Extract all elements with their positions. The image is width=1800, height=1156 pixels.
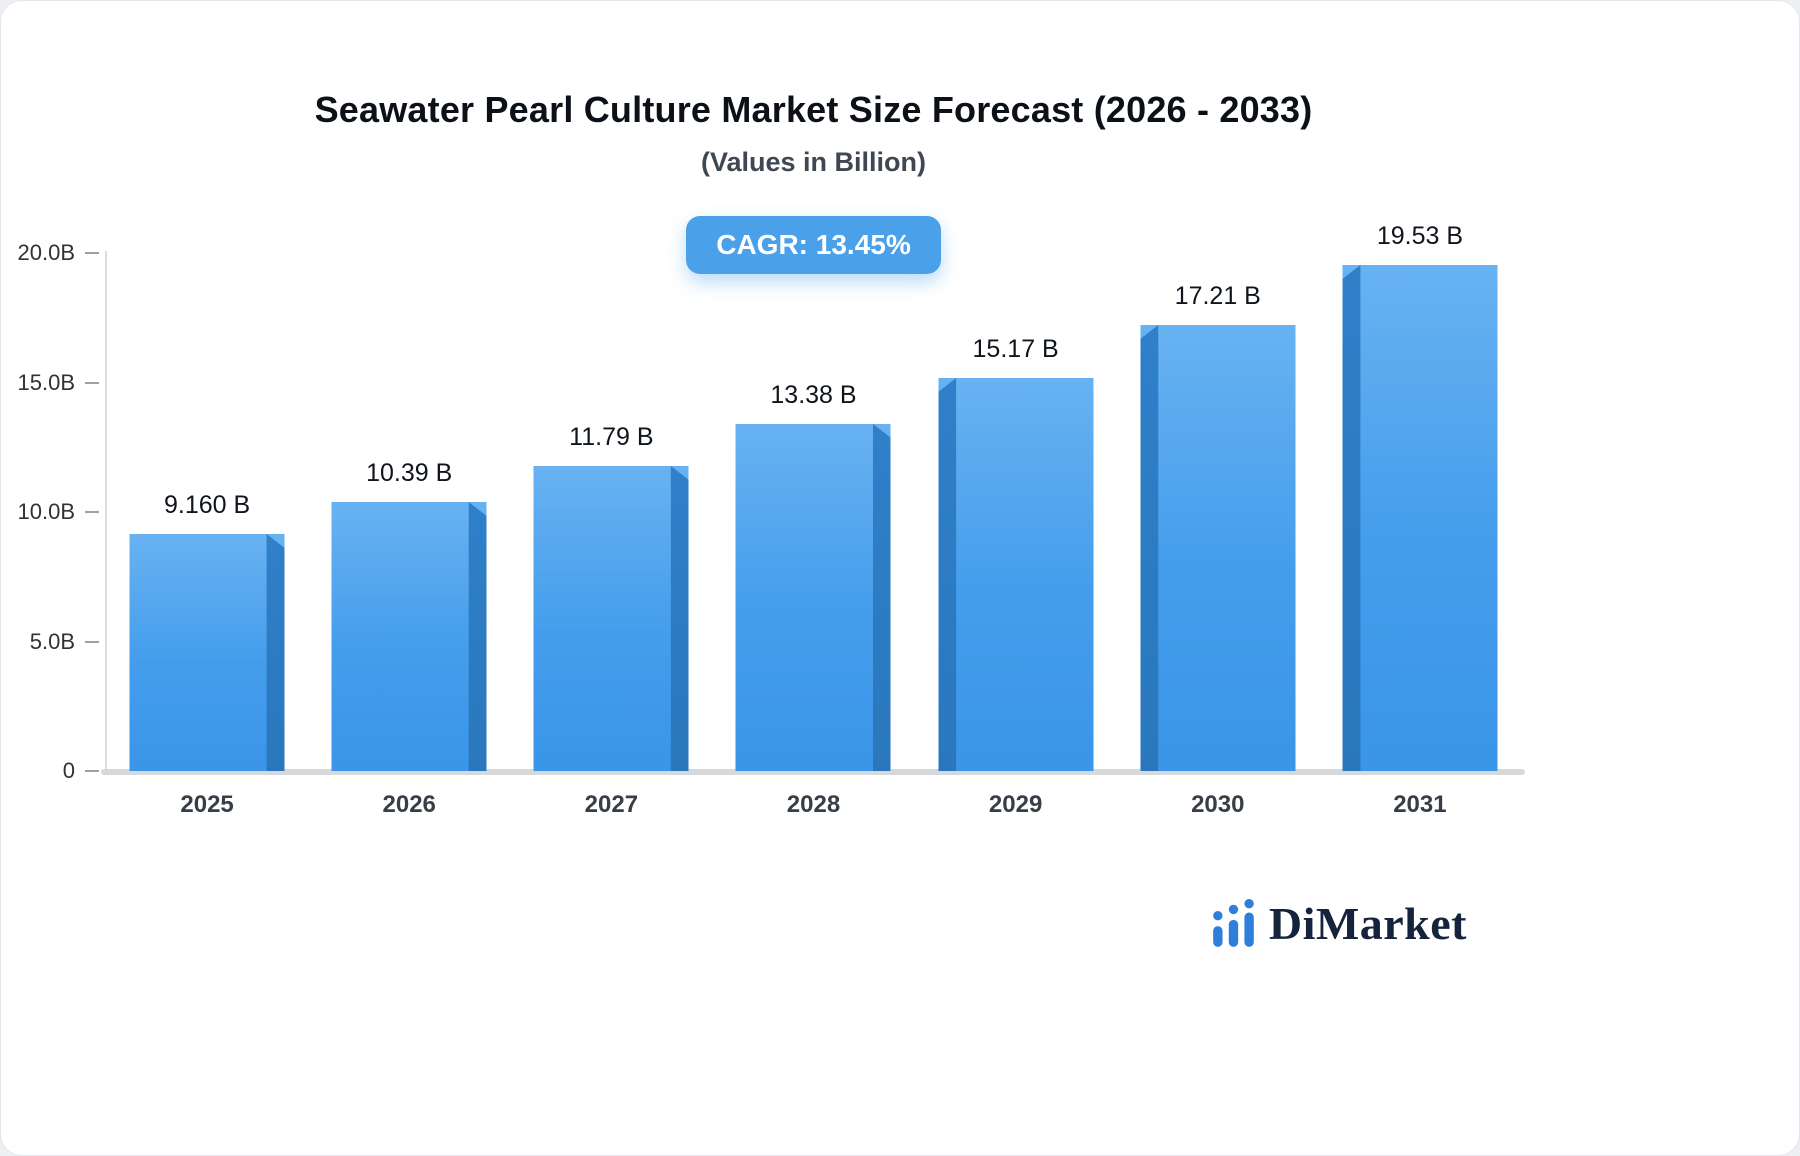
bar-side-shade (1342, 265, 1361, 771)
chart-subtitle: (Values in Billion) (700, 147, 927, 177)
x-axis-label: 2027 (584, 791, 639, 818)
bar-group: 15.17 B 2029 (915, 253, 1117, 818)
x-axis-label: 2030 (1191, 791, 1245, 818)
y-tick-mark (85, 381, 99, 384)
bar-face (735, 424, 891, 771)
bar-value-label: 10.39 B (366, 459, 453, 487)
brand-logo-text: DiMarket (1268, 898, 1467, 949)
chart-header: Seawater Pearl Culture Market Size Forec… (1, 1, 1626, 274)
bar-value-label: 17.21 B (1174, 282, 1261, 310)
x-axis-label: 2031 (1393, 791, 1447, 818)
cagr-badge: CAGR: 13.45% (686, 216, 941, 274)
bar-side-shade (266, 534, 285, 771)
y-tick-label: 20.0B (17, 240, 76, 265)
bar-value-label: 11.79 B (569, 423, 654, 451)
bar (938, 378, 1094, 771)
chart-title: Seawater Pearl Culture Market Size Forec… (314, 89, 1313, 130)
y-tick-mark (85, 640, 99, 643)
bar (129, 534, 285, 771)
bar-chart-icon (1213, 898, 1254, 947)
x-axis-label: 2025 (180, 791, 234, 818)
plot-area: 9.160 B 2025 10.39 B 2026 11.79 B 2027 13.38 B… (106, 222, 1521, 818)
bar-value-label: 19.53 B (1376, 222, 1463, 250)
bar (735, 424, 891, 771)
bar-group: 11.79 B 2027 (510, 253, 712, 818)
bar-value-label: 13.38 B (770, 381, 857, 409)
bar-face (533, 466, 689, 771)
y-tick-mark (85, 770, 99, 772)
bar-value-label: 15.17 B (972, 335, 1059, 363)
x-axis-label: 2028 (786, 791, 841, 818)
bar-group: 10.39 B 2026 (308, 253, 510, 818)
bar-group: 13.38 B 2028 (712, 253, 914, 818)
bar-side-shade (938, 378, 957, 771)
x-axis-label: 2029 (988, 791, 1043, 818)
y-tick-label: 10.0B (17, 499, 76, 524)
y-axis-line (105, 251, 107, 773)
bar-face (938, 378, 1094, 771)
bar-face (1342, 265, 1498, 771)
bar (331, 502, 487, 771)
bar-value-label: 9.160 B (163, 491, 251, 519)
x-axis-line (101, 769, 1525, 775)
x-axis-label: 2026 (382, 791, 436, 818)
y-axis: 20.0B 15.0B 10.0B 5.0B 0 (1, 240, 105, 783)
y-tick-mark (85, 252, 99, 254)
bar-face (1140, 325, 1296, 771)
bar (533, 466, 689, 771)
bar-group: 9.160 B 2025 (106, 253, 308, 818)
bar (1342, 265, 1498, 771)
brand-logo: DiMarket (1212, 897, 1467, 950)
bar-side-shade (1140, 325, 1159, 771)
bar-face (129, 534, 285, 771)
bar-side-shade (872, 424, 891, 771)
y-tick-label: 0 (62, 758, 75, 783)
bar-group: 19.53 B 2031 (1319, 222, 1521, 818)
y-tick-label: 5.0B (29, 628, 75, 654)
bar-side-shade (468, 502, 487, 771)
y-tick-mark (85, 511, 99, 513)
bar (1140, 325, 1296, 771)
bar-face (331, 502, 487, 771)
bar-group: 17.21 B 2030 (1117, 253, 1319, 818)
y-tick-label: 15.0B (17, 369, 76, 395)
bar-side-shade (670, 466, 689, 771)
